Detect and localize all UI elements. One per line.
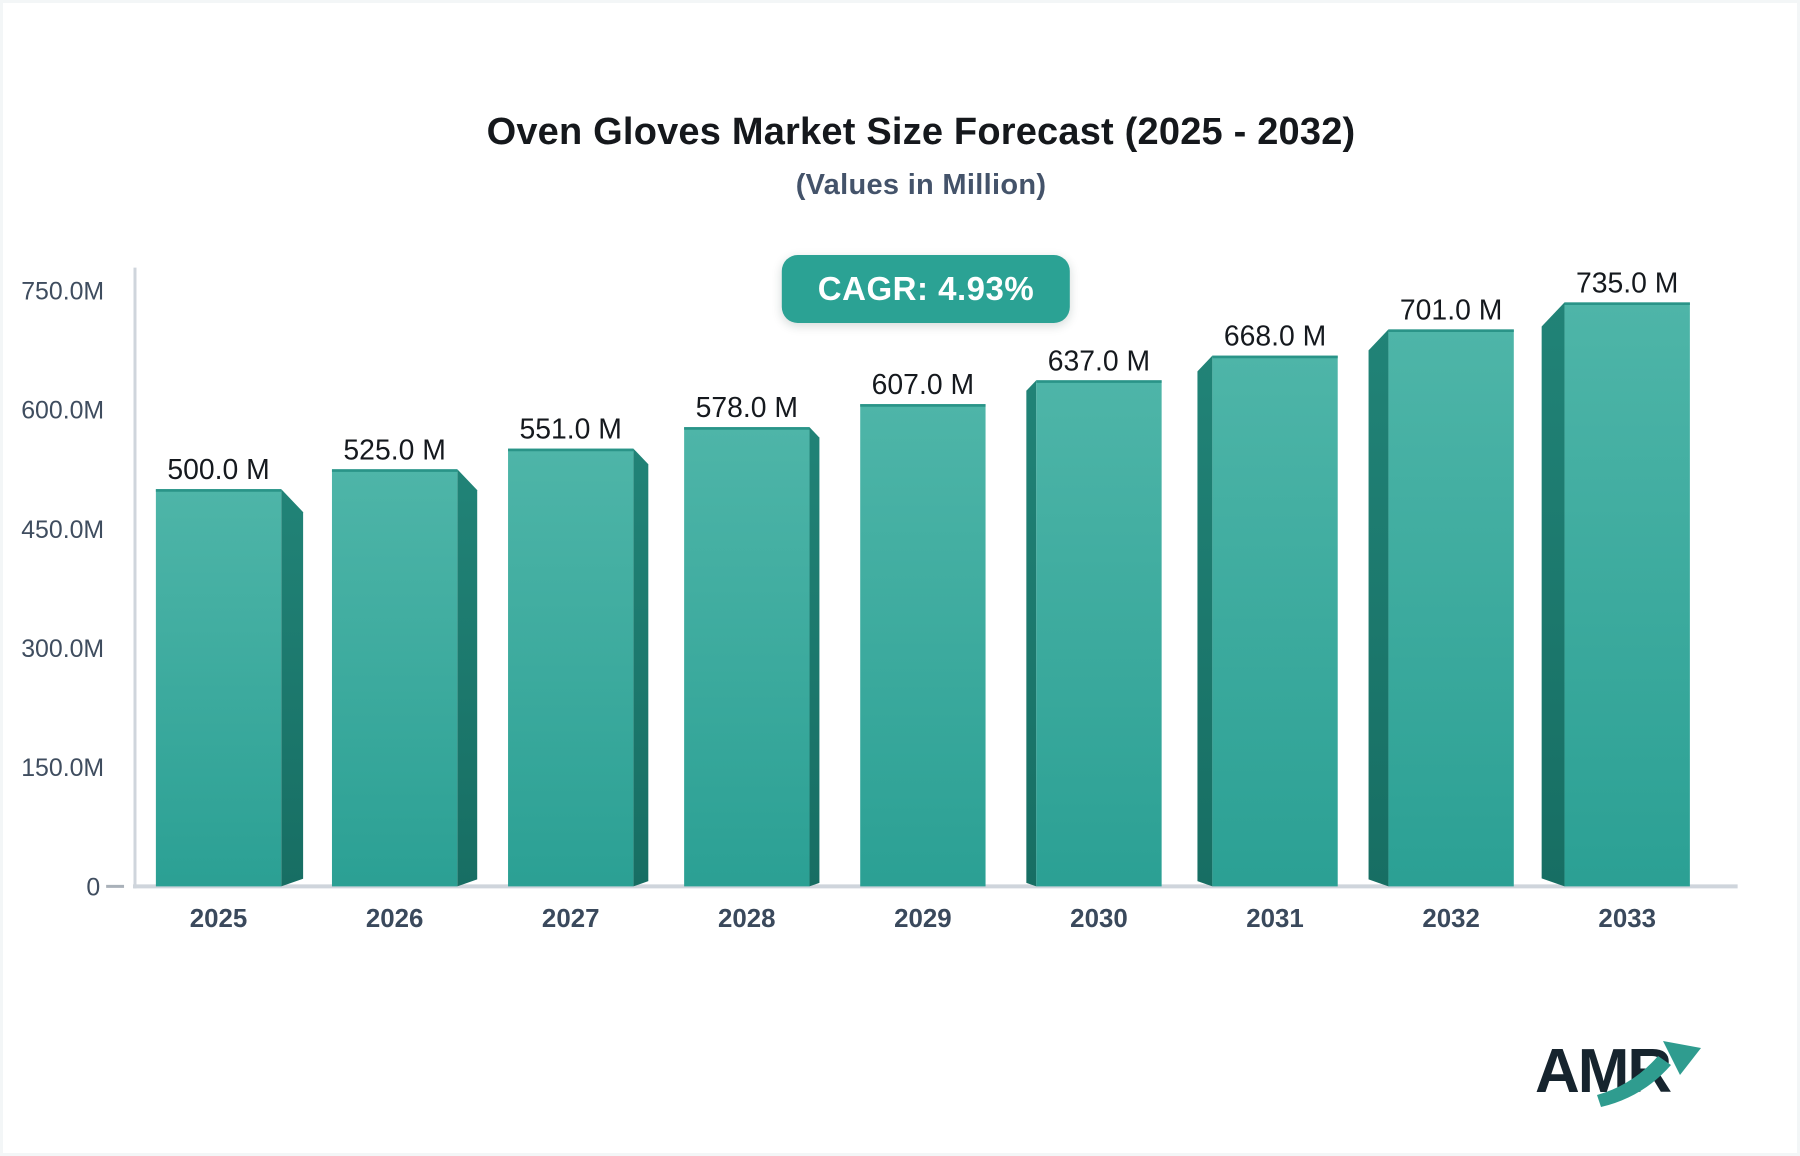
bar-group-2026: 525.0 M 2026 <box>331 434 478 933</box>
x-axis-label: 2025 <box>190 905 248 933</box>
bar-side-face <box>809 427 820 887</box>
bar-front-face <box>1212 355 1338 887</box>
x-axis-label: 2028 <box>718 905 776 933</box>
bar-front-face <box>1388 329 1514 887</box>
bar-value-label: 500.0 M <box>167 454 269 486</box>
x-axis-label: 2030 <box>1070 905 1128 933</box>
bar-side-face <box>633 448 649 887</box>
bar-group-2033: 735.0 M 2033 <box>1541 267 1690 933</box>
bar-front-face <box>1564 302 1690 887</box>
bar-value-label: 637.0 M <box>1048 345 1150 377</box>
bar-group-2032: 701.0 M 2032 <box>1368 294 1514 933</box>
bar-value-label: 607.0 M <box>872 369 974 401</box>
bar-group-2029: 607.0 M 2029 <box>860 369 986 933</box>
bar-side-face <box>281 489 304 887</box>
x-axis-label: 2026 <box>366 905 424 933</box>
bar-front-face <box>331 469 458 887</box>
bar-side-face <box>1197 355 1213 887</box>
x-axis-label: 2027 <box>542 905 600 933</box>
x-axis-label: 2029 <box>894 905 952 933</box>
bar-group-2027: 551.0 M 2027 <box>508 414 649 933</box>
page-title: Oven Gloves Market Size Forecast (2025 -… <box>486 111 1356 153</box>
bar-front-face <box>860 404 986 887</box>
y-axis-label: 300.0M <box>21 635 104 663</box>
bar-group-2025: 500.0 M 2025 <box>155 454 304 933</box>
growth-arrow-icon <box>1597 1041 1701 1107</box>
chart-header: Oven Gloves Market Size Forecast (2025 -… <box>45 113 1797 202</box>
bar-value-label: 525.0 M <box>343 434 445 466</box>
bar-value-label: 735.0 M <box>1576 267 1678 299</box>
bar-group-2031: 668.0 M 2031 <box>1197 321 1338 933</box>
cagr-badge-label: CAGR: 4.93% <box>817 270 1035 307</box>
x-axis-label: 2033 <box>1598 905 1656 933</box>
bar-group-2030: 637.0 M 2030 <box>1026 345 1162 933</box>
y-axis-label: 150.0M <box>21 754 104 782</box>
bar-side-face <box>1368 329 1389 887</box>
y-axis-label: 600.0M <box>21 397 104 425</box>
bar-front-face <box>155 489 282 887</box>
y-axis-label: 0 <box>86 873 100 901</box>
bar-side-face <box>1541 302 1565 887</box>
bar-group-2028: 578.0 M 2028 <box>684 392 820 933</box>
y-axis-label: 750.0M <box>21 277 104 305</box>
chart-subtitle: (Values in Million) <box>795 169 1047 201</box>
bar-front-face <box>1036 380 1162 887</box>
bar-side-face <box>457 469 478 887</box>
bar-value-label: 668.0 M <box>1224 321 1326 353</box>
cagr-badge: CAGR: 4.93% <box>781 255 1071 323</box>
bar-front-face <box>508 448 634 887</box>
x-axis-label: 2031 <box>1246 905 1304 933</box>
bar-front-face <box>684 427 810 887</box>
bar-value-label: 701.0 M <box>1400 294 1502 326</box>
bar-chart: 750.0M 600.0M 450.0M 300.0M 150.0M 0 500.0 M 20… <box>21 267 1738 933</box>
bar-value-label: 578.0 M <box>696 392 798 424</box>
bar-value-label: 551.0 M <box>520 414 622 446</box>
bar-side-face <box>1026 380 1037 887</box>
y-axis-label: 450.0M <box>21 516 104 544</box>
x-axis-label: 2032 <box>1422 905 1480 933</box>
